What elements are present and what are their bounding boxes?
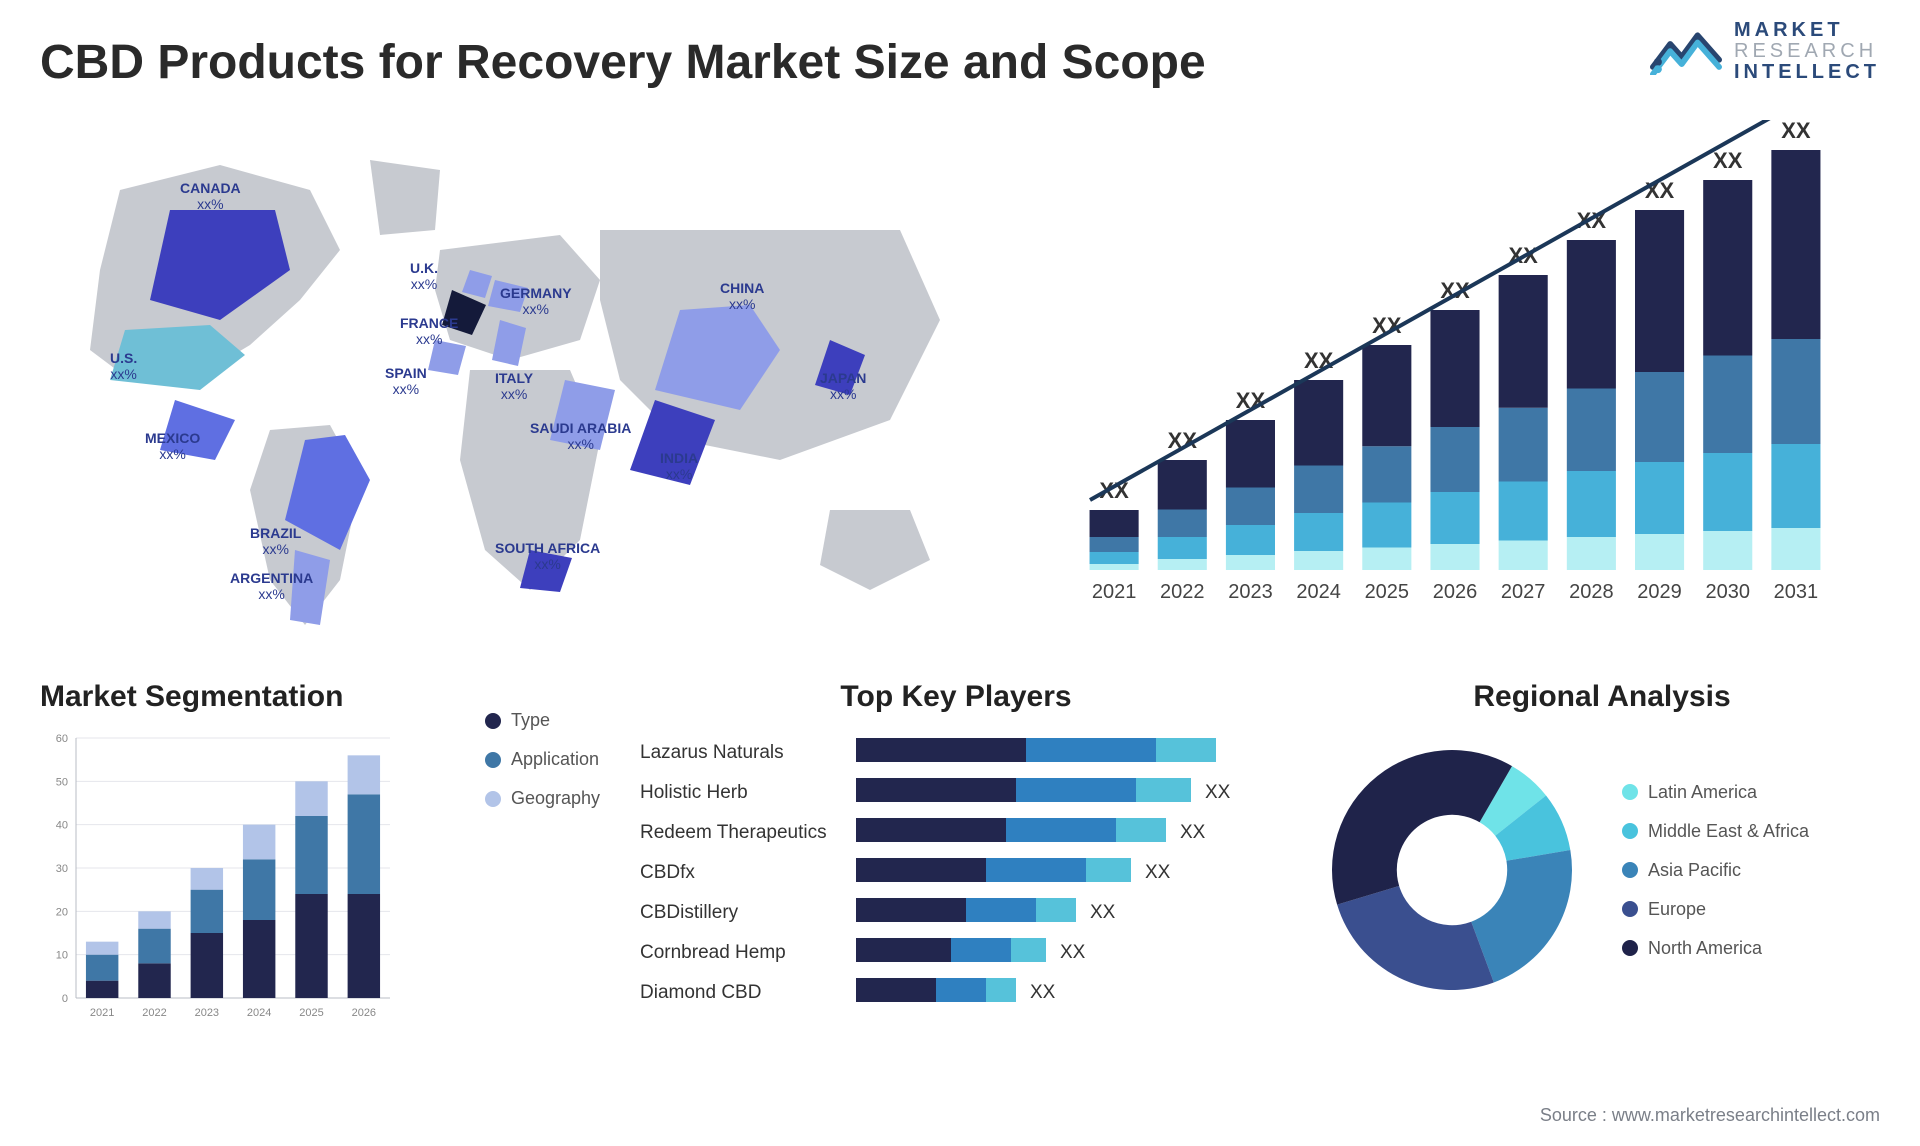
map-country-label: ITALYxx% bbox=[495, 370, 533, 402]
legend-label: Latin America bbox=[1648, 782, 1757, 803]
svg-text:2022: 2022 bbox=[142, 1007, 166, 1019]
svg-text:2024: 2024 bbox=[247, 1007, 271, 1019]
legend-item: Type bbox=[485, 710, 600, 731]
legend-label: North America bbox=[1648, 938, 1762, 959]
legend-swatch bbox=[1622, 940, 1638, 956]
map-country-label: MEXICOxx% bbox=[145, 430, 200, 462]
svg-text:XX: XX bbox=[1180, 822, 1206, 843]
logo-line1: MARKET bbox=[1734, 20, 1880, 41]
logo-mark-icon bbox=[1650, 23, 1722, 80]
segmentation-chart: 0 10 20 30 40 50 60 2021 2022 2023 2024 2025 2026 bbox=[40, 730, 400, 1030]
legend-swatch bbox=[1622, 862, 1638, 878]
top-key-players-section: Top Key Players Lazarus Naturals Holistic… bbox=[636, 680, 1276, 1030]
map-country-label: U.S.xx% bbox=[110, 350, 137, 382]
regional-donut bbox=[1312, 730, 1592, 1010]
svg-text:2024: 2024 bbox=[1296, 581, 1341, 603]
svg-text:2026: 2026 bbox=[1433, 581, 1478, 603]
svg-text:20: 20 bbox=[56, 906, 68, 918]
legend-item: Latin America bbox=[1622, 782, 1809, 803]
svg-text:XX: XX bbox=[1030, 982, 1056, 1003]
svg-text:2021: 2021 bbox=[1092, 581, 1137, 603]
svg-text:2028: 2028 bbox=[1569, 581, 1614, 603]
legend-label: Geography bbox=[511, 788, 600, 809]
map-country-label: BRAZILxx% bbox=[250, 525, 301, 557]
legend-swatch bbox=[1622, 784, 1638, 800]
svg-text:Redeem Therapeutics: Redeem Therapeutics bbox=[640, 822, 827, 843]
legend-item: Europe bbox=[1622, 899, 1809, 920]
legend-item: Geography bbox=[485, 788, 600, 809]
regional-analysis-section: Regional Analysis Latin America Middle Ea… bbox=[1312, 680, 1892, 1030]
map-country-label: GERMANYxx% bbox=[500, 285, 572, 317]
players-title: Top Key Players bbox=[636, 680, 1276, 714]
svg-text:2025: 2025 bbox=[1365, 581, 1410, 603]
segmentation-legend: Type Application Geography bbox=[485, 710, 600, 1030]
map-country-label: CANADAxx% bbox=[180, 180, 241, 212]
legend-item: North America bbox=[1622, 938, 1809, 959]
svg-text:XX: XX bbox=[1090, 902, 1116, 923]
legend-item: Application bbox=[485, 749, 600, 770]
forecast-bar-chart: XX2021XX2022XX2023XX2024XX2025XX2026XX20… bbox=[1040, 120, 1840, 640]
regional-legend: Latin America Middle East & Africa Asia Pa… bbox=[1622, 782, 1809, 959]
svg-text:2029: 2029 bbox=[1637, 581, 1682, 603]
legend-swatch bbox=[1622, 901, 1638, 917]
legend-label: Asia Pacific bbox=[1648, 860, 1741, 881]
legend-item: Asia Pacific bbox=[1622, 860, 1809, 881]
map-country-label: CHINAxx% bbox=[720, 280, 764, 312]
svg-text:50: 50 bbox=[56, 776, 68, 788]
market-segmentation-section: Market Segmentation 0 10 20 30 40 50 60 2021 202… bbox=[40, 680, 600, 1030]
svg-text:Cornbread Hemp: Cornbread Hemp bbox=[640, 942, 786, 963]
map-country-label: SAUDI ARABIAxx% bbox=[530, 420, 631, 452]
svg-text:0: 0 bbox=[62, 993, 68, 1005]
source-attribution: Source : www.marketresearchintellect.com bbox=[1540, 1105, 1880, 1126]
svg-text:XX: XX bbox=[1781, 120, 1811, 143]
svg-text:2031: 2031 bbox=[1774, 581, 1819, 603]
svg-text:XX: XX bbox=[1205, 782, 1231, 803]
svg-text:XX: XX bbox=[1145, 862, 1171, 883]
svg-text:Lazarus Naturals: Lazarus Naturals bbox=[640, 742, 784, 763]
regional-title: Regional Analysis bbox=[1312, 680, 1892, 714]
map-country-label: JAPANxx% bbox=[820, 370, 866, 402]
map-country-label: FRANCExx% bbox=[400, 315, 458, 347]
svg-text:40: 40 bbox=[56, 820, 68, 832]
svg-text:2025: 2025 bbox=[299, 1007, 323, 1019]
svg-text:30: 30 bbox=[56, 863, 68, 875]
svg-text:2027: 2027 bbox=[1501, 581, 1546, 603]
map-country-label: SPAINxx% bbox=[385, 365, 427, 397]
svg-text:2021: 2021 bbox=[90, 1007, 114, 1019]
legend-swatch bbox=[485, 791, 501, 807]
svg-text:CBDistillery: CBDistillery bbox=[640, 902, 739, 923]
brand-logo: MARKET RESEARCH INTELLECT bbox=[1650, 20, 1880, 83]
svg-text:60: 60 bbox=[56, 733, 68, 745]
svg-text:XX: XX bbox=[1713, 148, 1743, 173]
legend-label: Middle East & Africa bbox=[1648, 821, 1809, 842]
segmentation-title: Market Segmentation bbox=[40, 680, 465, 714]
legend-item: Middle East & Africa bbox=[1622, 821, 1809, 842]
svg-text:2023: 2023 bbox=[195, 1007, 219, 1019]
players-chart: Lazarus Naturals Holistic Herb XX Redeem Th… bbox=[636, 730, 1256, 1030]
svg-text:2030: 2030 bbox=[1705, 581, 1750, 603]
legend-label: Europe bbox=[1648, 899, 1706, 920]
svg-text:10: 10 bbox=[56, 950, 68, 962]
logo-line3: INTELLECT bbox=[1734, 62, 1880, 83]
logo-text: MARKET RESEARCH INTELLECT bbox=[1734, 20, 1880, 83]
svg-text:Holistic Herb: Holistic Herb bbox=[640, 782, 748, 803]
svg-text:2023: 2023 bbox=[1228, 581, 1273, 603]
map-country-label: ARGENTINAxx% bbox=[230, 570, 313, 602]
map-country-label: SOUTH AFRICAxx% bbox=[495, 540, 600, 572]
logo-line2: RESEARCH bbox=[1734, 41, 1880, 62]
legend-label: Type bbox=[511, 710, 550, 731]
svg-text:2026: 2026 bbox=[352, 1007, 376, 1019]
map-country-label: U.K.xx% bbox=[410, 260, 438, 292]
map-country-label: INDIAxx% bbox=[660, 450, 698, 482]
legend-swatch bbox=[1622, 823, 1638, 839]
svg-text:CBDfx: CBDfx bbox=[640, 862, 695, 883]
svg-text:Diamond CBD: Diamond CBD bbox=[640, 982, 761, 1003]
legend-swatch bbox=[485, 713, 501, 729]
legend-label: Application bbox=[511, 749, 599, 770]
svg-text:2022: 2022 bbox=[1160, 581, 1205, 603]
svg-text:XX: XX bbox=[1060, 942, 1086, 963]
legend-swatch bbox=[485, 752, 501, 768]
world-map: CANADAxx% U.S.xx% MEXICOxx% BRAZILxx% ARGENT… bbox=[40, 120, 960, 640]
page-title: CBD Products for Recovery Market Size an… bbox=[40, 35, 1880, 90]
